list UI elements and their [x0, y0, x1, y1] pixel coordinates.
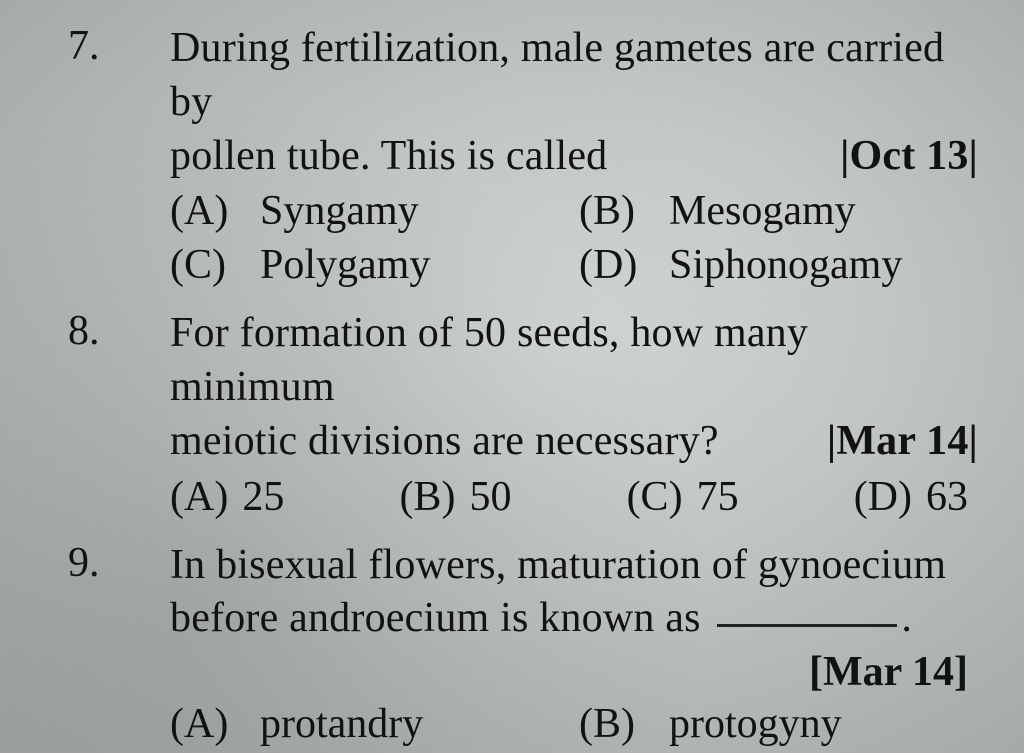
question-number: 9. [68, 539, 100, 587]
option-letter: (A) [170, 187, 260, 235]
option-text: Syngamy [260, 187, 419, 235]
option-letter: (C) [170, 241, 260, 289]
question-7: 7. During fertilization, male gametes ar… [60, 22, 988, 289]
option-text: 50 [469, 473, 511, 521]
exam-tag: [Mar 14] [170, 648, 978, 696]
option-letter: (B) [399, 473, 455, 521]
options-row: (A) 25 (B) 50 (C) 75 (D) 63 [170, 473, 978, 521]
option-letter: (A) [170, 473, 228, 521]
stem-line1: In bisexual flowers, maturation of gynoe… [170, 542, 946, 588]
question-stem: In bisexual flowers, maturation of gynoe… [170, 539, 978, 647]
question-block: During fertilization, male gametes are c… [170, 22, 978, 289]
stem-line2: meiotic divisions are necessary? [170, 415, 719, 469]
option-letter: (D) [579, 241, 669, 289]
question-block: For formation of 50 seeds, how many mini… [170, 307, 978, 520]
exam-tag: |Oct 13| [840, 130, 978, 184]
exam-tag: |Mar 14| [827, 415, 978, 469]
option-text: 75 [697, 473, 739, 521]
stem-line1: For formation of 50 seeds, how many mini… [170, 310, 808, 410]
option-c[interactable]: (C) 75 [627, 473, 739, 521]
fill-in-blank[interactable] [717, 624, 897, 627]
option-text: 63 [926, 473, 968, 521]
question-number: 7. [68, 22, 100, 70]
stem-line2: pollen tube. This is called [170, 130, 607, 184]
options-grid: (A) protandry (B) protogyny (C) gynandry… [170, 700, 978, 753]
option-d[interactable]: (D) Siphonogamy [579, 241, 978, 289]
question-number: 8. [68, 307, 100, 355]
option-b[interactable]: (B) Mesogamy [579, 187, 978, 235]
question-8: 8. For formation of 50 seeds, how many m… [60, 307, 988, 520]
option-d[interactable]: (D) 63 [854, 473, 968, 521]
option-letter: (D) [854, 473, 912, 521]
option-letter: (B) [579, 700, 669, 748]
stem-line2-post: . [901, 595, 912, 641]
option-c[interactable]: (C) Polygamy [170, 241, 569, 289]
option-text: protogyny [669, 700, 842, 748]
option-a[interactable]: (A) Syngamy [170, 187, 569, 235]
option-text: 25 [242, 473, 284, 521]
option-text: Mesogamy [669, 187, 856, 235]
question-stem: For formation of 50 seeds, how many mini… [170, 307, 978, 468]
option-text: Polygamy [260, 241, 430, 289]
option-b[interactable]: (B) 50 [399, 473, 511, 521]
exam-page: 7. During fertilization, male gametes ar… [0, 0, 1024, 753]
option-a[interactable]: (A) protandry [170, 700, 569, 748]
option-letter: (A) [170, 700, 260, 748]
question-stem: During fertilization, male gametes are c… [170, 22, 978, 183]
option-text: protandry [260, 700, 423, 748]
option-text: Siphonogamy [669, 241, 902, 289]
option-b[interactable]: (B) protogyny [579, 700, 978, 748]
stem-line1: During fertilization, male gametes are c… [170, 25, 944, 125]
options-grid: (A) Syngamy (B) Mesogamy (C) Polygamy (D… [170, 187, 978, 289]
option-letter: (B) [579, 187, 669, 235]
option-letter: (C) [627, 473, 683, 521]
option-a[interactable]: (A) 25 [170, 473, 284, 521]
stem-line2-pre: before androecium is known as [170, 595, 701, 641]
question-9: 9. In bisexual flowers, maturation of gy… [60, 539, 988, 753]
question-block: In bisexual flowers, maturation of gynoe… [170, 539, 978, 753]
